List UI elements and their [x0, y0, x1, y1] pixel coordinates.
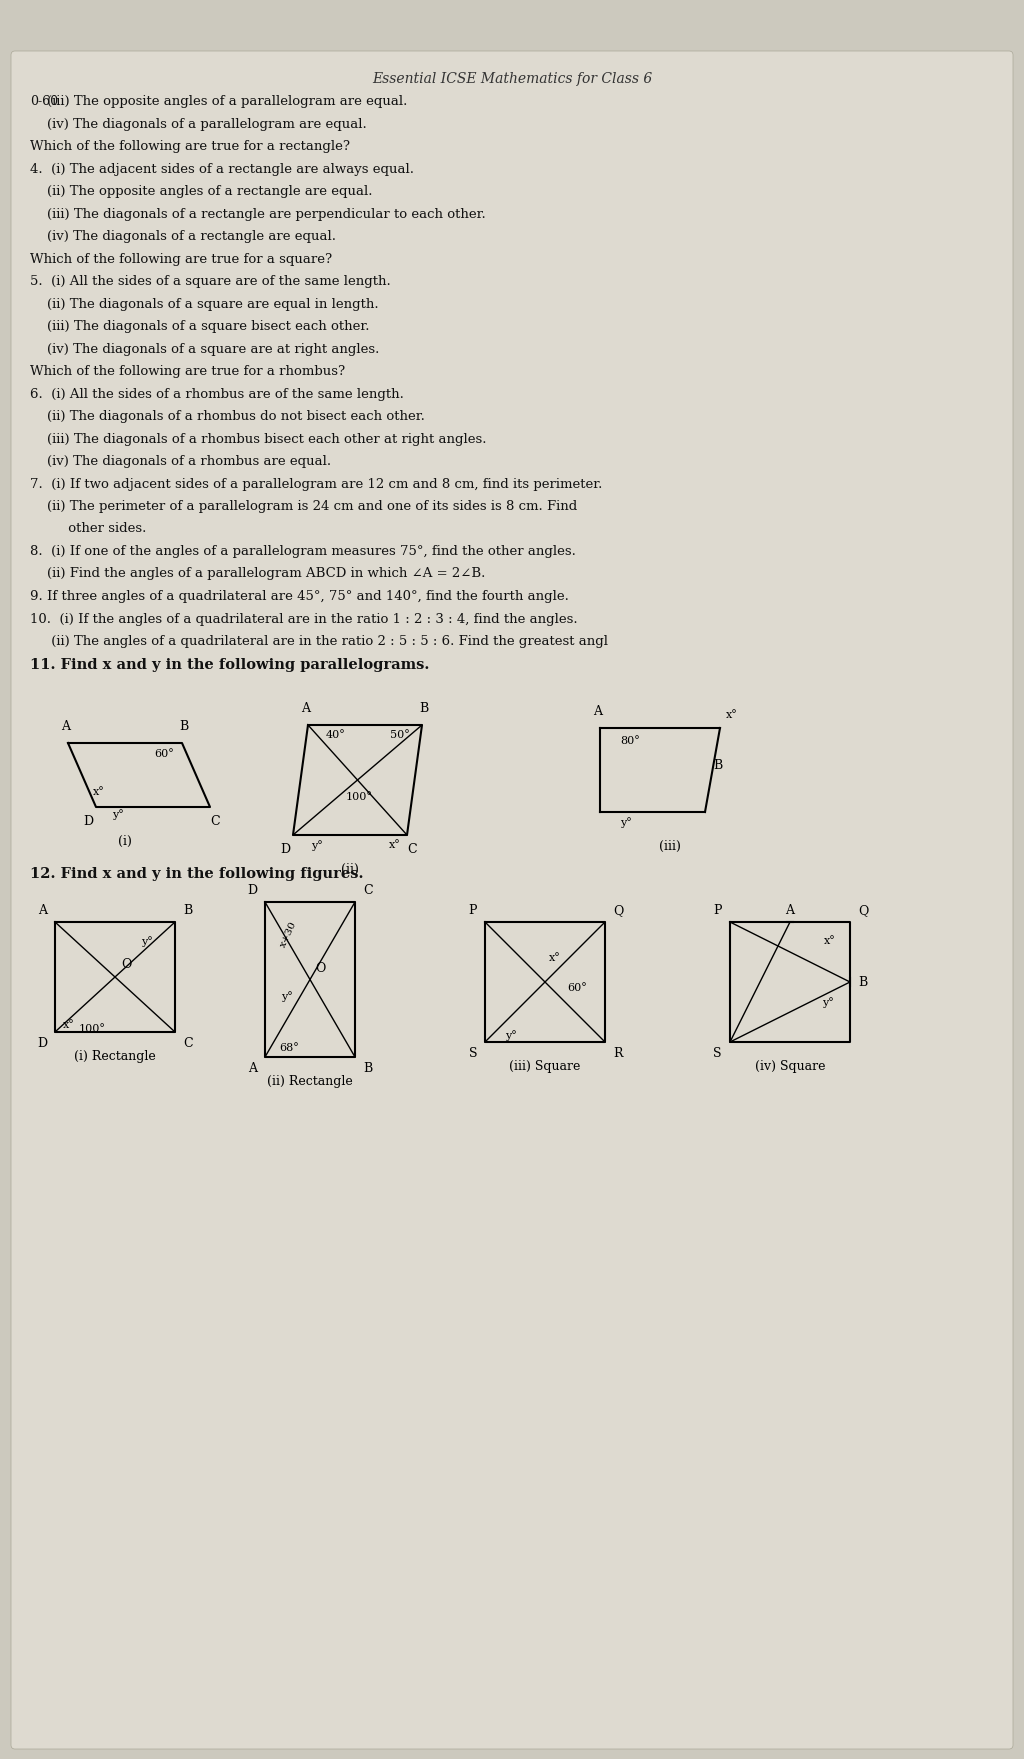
Text: (iii) The diagonals of a rhombus bisect each other at right angles.: (iii) The diagonals of a rhombus bisect …: [30, 433, 486, 445]
Text: 60°: 60°: [155, 749, 174, 758]
Text: (iv) The diagonals of a rectangle are equal.: (iv) The diagonals of a rectangle are eq…: [30, 230, 336, 243]
Text: x°: x°: [93, 786, 104, 797]
Text: S: S: [714, 1047, 722, 1061]
Text: P: P: [469, 904, 477, 916]
Text: 5.  (i) All the sides of a square are of the same length.: 5. (i) All the sides of a square are of …: [30, 274, 391, 288]
Text: y°: y°: [141, 936, 153, 946]
Text: A: A: [61, 719, 71, 734]
Text: 50°: 50°: [390, 730, 410, 741]
Text: 11. Find x and y in the following parallelograms.: 11. Find x and y in the following parall…: [30, 658, 429, 672]
Text: (ii) The angles of a quadrilateral are in the ratio 2 : 5 : 5 : 6. Find the grea: (ii) The angles of a quadrilateral are i…: [30, 635, 608, 647]
Text: (iii) The diagonals of a rectangle are perpendicular to each other.: (iii) The diagonals of a rectangle are p…: [30, 208, 485, 220]
Text: (ii) Find the angles of a parallelogram ABCD in which ∠A = 2∠B.: (ii) Find the angles of a parallelogram …: [30, 568, 485, 580]
Text: 7.  (i) If two adjacent sides of a parallelogram are 12 cm and 8 cm, find its pe: 7. (i) If two adjacent sides of a parall…: [30, 477, 602, 491]
Text: 80°: 80°: [620, 735, 640, 746]
Text: x°: x°: [824, 936, 836, 946]
Text: S: S: [469, 1047, 477, 1061]
Text: 10.  (i) If the angles of a quadrilateral are in the ratio 1 : 2 : 3 : 4, find t: 10. (i) If the angles of a quadrilateral…: [30, 612, 578, 626]
Text: Which of the following are true for a rhombus?: Which of the following are true for a rh…: [30, 366, 345, 378]
Text: Which of the following are true for a rectangle?: Which of the following are true for a re…: [30, 141, 350, 153]
Text: (ii) The diagonals of a square are equal in length.: (ii) The diagonals of a square are equal…: [30, 297, 379, 311]
Text: (ii) The opposite angles of a rectangle are equal.: (ii) The opposite angles of a rectangle …: [30, 185, 373, 199]
Text: A: A: [301, 702, 310, 714]
Text: C: C: [183, 1038, 193, 1050]
Text: O: O: [315, 962, 326, 974]
Text: A: A: [248, 1062, 257, 1075]
Text: D: D: [247, 885, 257, 897]
Text: B: B: [420, 702, 429, 714]
Text: B: B: [858, 976, 867, 989]
Text: (i): (i): [118, 836, 132, 848]
Text: 0-60: 0-60: [30, 95, 58, 107]
Text: (i) Rectangle: (i) Rectangle: [74, 1050, 156, 1062]
Text: 8.  (i) If one of the angles of a parallelogram measures 75°, find the other ang: 8. (i) If one of the angles of a paralle…: [30, 545, 575, 558]
Text: D: D: [37, 1038, 47, 1050]
Text: 9. If three angles of a quadrilateral are 45°, 75° and 140°, find the fourth ang: 9. If three angles of a quadrilateral ar…: [30, 589, 569, 603]
Text: B: B: [183, 904, 193, 916]
Text: x+30: x+30: [279, 920, 299, 950]
Text: B: B: [179, 719, 188, 734]
Text: (iii) The diagonals of a square bisect each other.: (iii) The diagonals of a square bisect e…: [30, 320, 370, 332]
Text: 100°: 100°: [79, 1024, 105, 1034]
Text: y°: y°: [620, 816, 632, 828]
Text: 12. Find x and y in the following figures.: 12. Find x and y in the following figure…: [30, 867, 364, 881]
Text: A: A: [785, 904, 795, 916]
Text: (iv) The diagonals of a rhombus are equal.: (iv) The diagonals of a rhombus are equa…: [30, 456, 331, 468]
Text: 100°: 100°: [346, 792, 373, 802]
Text: P: P: [714, 904, 722, 916]
Text: D: D: [280, 843, 290, 857]
Text: B: B: [713, 758, 722, 772]
Text: 68°: 68°: [279, 1043, 299, 1054]
Text: 4.  (i) The adjacent sides of a rectangle are always equal.: 4. (i) The adjacent sides of a rectangle…: [30, 162, 414, 176]
Text: C: C: [408, 843, 417, 857]
Text: Q: Q: [858, 904, 868, 916]
Text: x°: x°: [63, 1020, 75, 1031]
Text: (ii): (ii): [341, 864, 359, 876]
Text: 40°: 40°: [326, 730, 346, 741]
Text: y°: y°: [311, 841, 323, 851]
Text: 60°: 60°: [567, 983, 587, 994]
Text: C: C: [210, 814, 220, 828]
Text: (iii) Square: (iii) Square: [509, 1061, 581, 1073]
Text: x°: x°: [389, 841, 400, 850]
Text: R: R: [613, 1047, 623, 1061]
Text: A: A: [38, 904, 47, 916]
Text: x°: x°: [549, 953, 561, 962]
Text: (ii) The perimeter of a parallelogram is 24 cm and one of its sides is 8 cm. Fin: (ii) The perimeter of a parallelogram is…: [30, 500, 578, 514]
Text: (iii) The opposite angles of a parallelogram are equal.: (iii) The opposite angles of a parallelo…: [30, 95, 408, 107]
Text: B: B: [362, 1062, 373, 1075]
Text: y°: y°: [505, 1031, 517, 1041]
Text: y°: y°: [822, 997, 834, 1008]
Text: (iv) The diagonals of a square are at right angles.: (iv) The diagonals of a square are at ri…: [30, 343, 379, 355]
Text: D: D: [83, 814, 93, 828]
Text: (ii) Rectangle: (ii) Rectangle: [267, 1075, 353, 1089]
Text: y°: y°: [112, 809, 124, 820]
Text: O: O: [121, 959, 131, 971]
Text: Essential ICSE Mathematics for Class 6: Essential ICSE Mathematics for Class 6: [372, 72, 652, 86]
Text: Which of the following are true for a square?: Which of the following are true for a sq…: [30, 253, 332, 266]
Text: y°: y°: [281, 992, 293, 1003]
FancyBboxPatch shape: [11, 51, 1013, 1748]
Text: x°: x°: [726, 711, 738, 719]
Text: (ii) The diagonals of a rhombus do not bisect each other.: (ii) The diagonals of a rhombus do not b…: [30, 410, 425, 422]
Text: other sides.: other sides.: [30, 522, 146, 535]
Text: A: A: [594, 705, 602, 718]
Text: (iii): (iii): [659, 841, 681, 853]
Text: (iv) Square: (iv) Square: [755, 1061, 825, 1073]
Text: 6.  (i) All the sides of a rhombus are of the same length.: 6. (i) All the sides of a rhombus are of…: [30, 387, 403, 401]
Text: Q: Q: [613, 904, 624, 916]
Text: (iv) The diagonals of a parallelogram are equal.: (iv) The diagonals of a parallelogram ar…: [30, 118, 367, 130]
Text: C: C: [362, 885, 373, 897]
